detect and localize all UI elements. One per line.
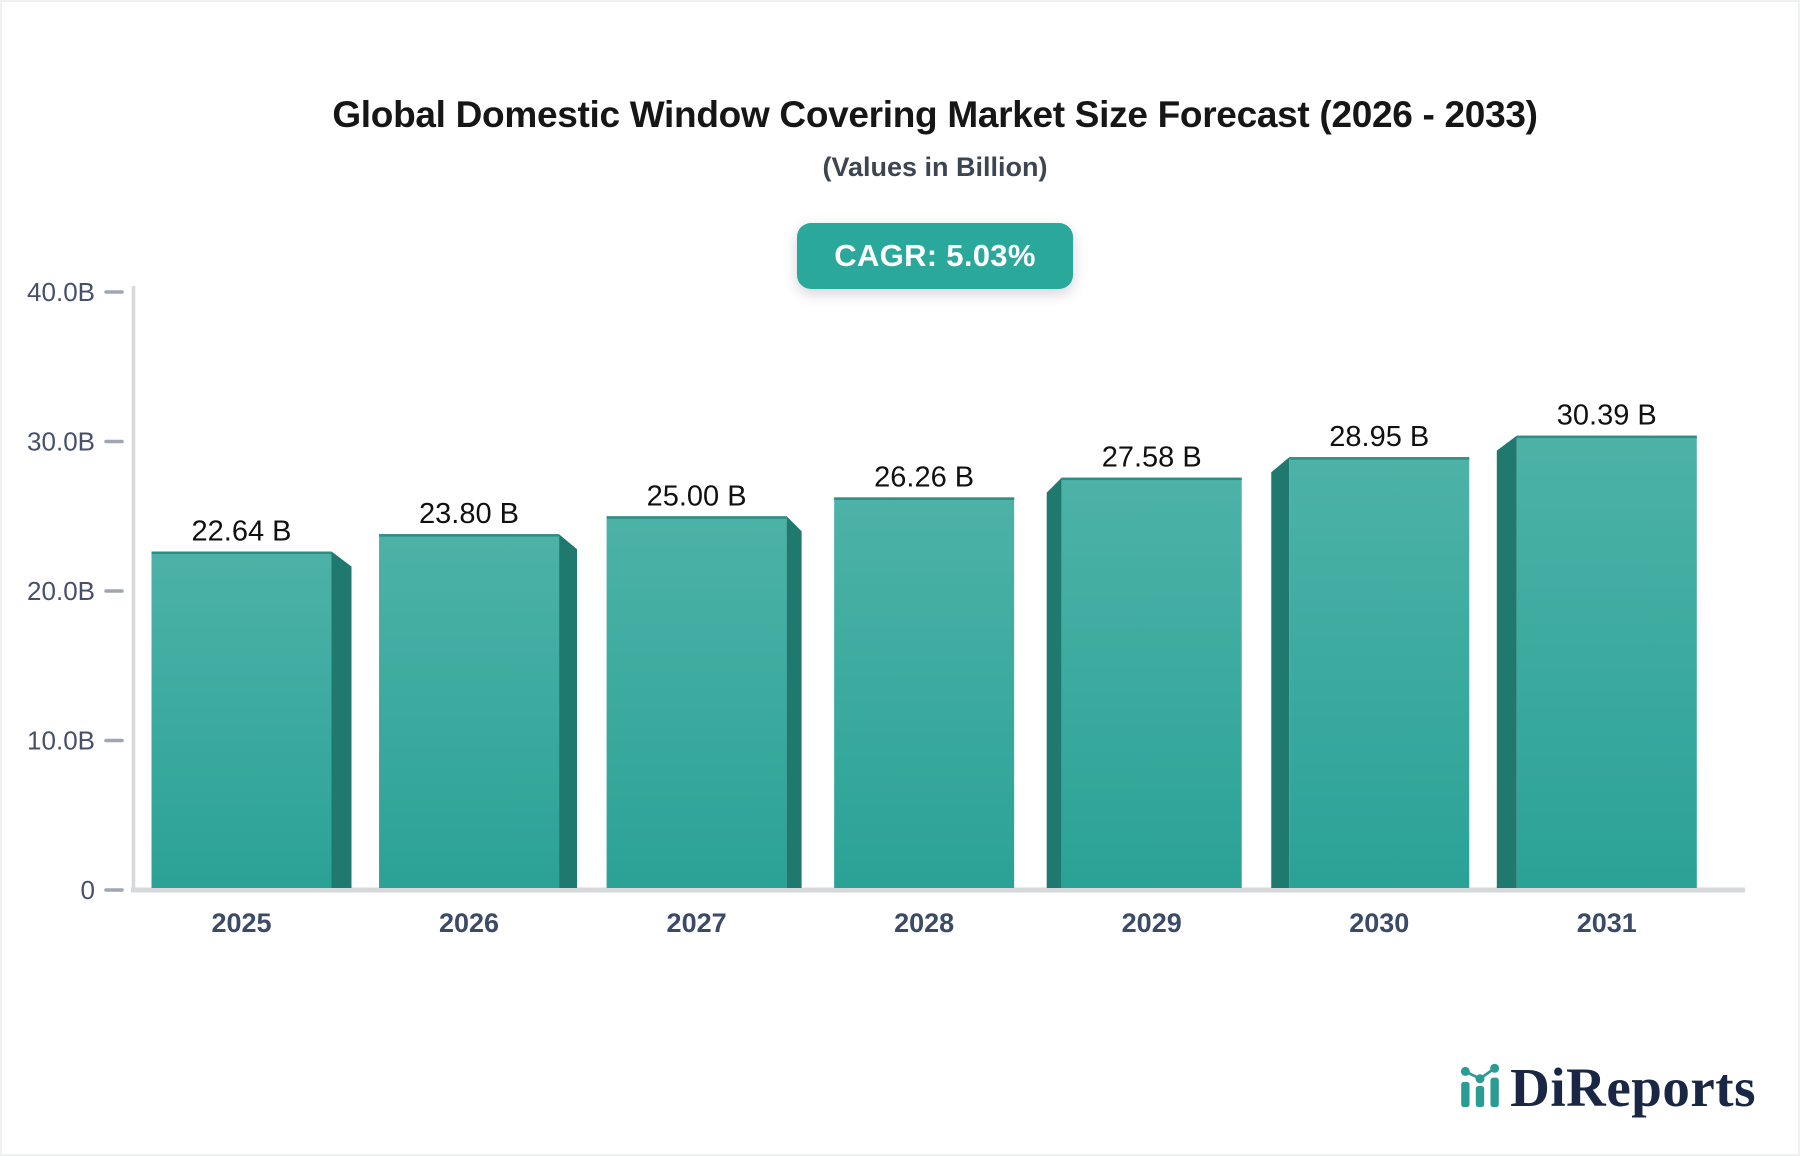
bar-value-label: 30.39 B — [1557, 400, 1657, 432]
bar-side — [1271, 457, 1290, 888]
brand-name: DiReports — [1510, 1056, 1756, 1118]
y-tick-label: 0 — [81, 875, 95, 905]
y-tick-label: 40.0B — [27, 277, 95, 307]
x-tick-label: 2030 — [1349, 908, 1409, 938]
y-tick-label: 20.0B — [27, 576, 95, 606]
bar-value-label: 27.58 B — [1102, 442, 1202, 474]
bar-side — [559, 534, 578, 888]
bar-side — [331, 551, 352, 888]
x-tick-label: 2031 — [1577, 908, 1637, 938]
x-tick-label: 2029 — [1122, 908, 1182, 938]
bar-value-label: 26.26 B — [874, 461, 974, 493]
chart-title: Global Domestic Window Covering Market S… — [332, 94, 1538, 135]
chart-subtitle: (Values in Billion) — [822, 152, 1048, 182]
x-tick-label: 2025 — [211, 908, 271, 938]
x-tick-label: 2026 — [439, 908, 499, 938]
bar-value-label: 28.95 B — [1329, 421, 1429, 453]
bar-line-chart-icon — [1461, 1063, 1500, 1107]
bar-value-label: 25.00 B — [647, 480, 747, 512]
bar-face — [1061, 477, 1242, 888]
x-tick-label: 2027 — [667, 908, 727, 938]
bar-2025: 22.64 B 2025 — [151, 516, 352, 938]
bar-face — [1516, 435, 1697, 888]
bar-face — [1289, 457, 1470, 888]
y-tick-label: 30.0B — [27, 427, 95, 457]
bar-2027: 25.00 B 2027 — [606, 480, 802, 938]
y-tick-label: 10.0B — [27, 726, 95, 756]
bar-side — [1046, 477, 1062, 888]
cagr-badge: CAGR: 5.03% — [797, 223, 1073, 289]
brand-logo: DiReports — [1459, 1056, 1756, 1118]
bar-side — [1496, 435, 1517, 888]
bar-2030: 28.95 B 2030 — [1271, 421, 1470, 938]
bar-2031: 30.39 B 2031 — [1496, 400, 1697, 938]
bar-2029: 27.58 B 2029 — [1046, 442, 1242, 938]
x-tick-label: 2028 — [894, 908, 954, 938]
bar-face — [151, 551, 332, 888]
bar-value-label: 23.80 B — [419, 498, 519, 530]
bar-2026: 23.80 B 2026 — [379, 498, 578, 938]
bar-face — [834, 497, 1015, 888]
bar-2028: 26.26 B 2028 — [834, 461, 1015, 938]
bar-face — [606, 516, 787, 888]
bar-value-label: 22.64 B — [192, 516, 292, 548]
bar-side — [786, 516, 802, 888]
chart-header: Global Domestic Window Covering Market S… — [72, 2, 1798, 289]
bar-face — [379, 534, 560, 888]
